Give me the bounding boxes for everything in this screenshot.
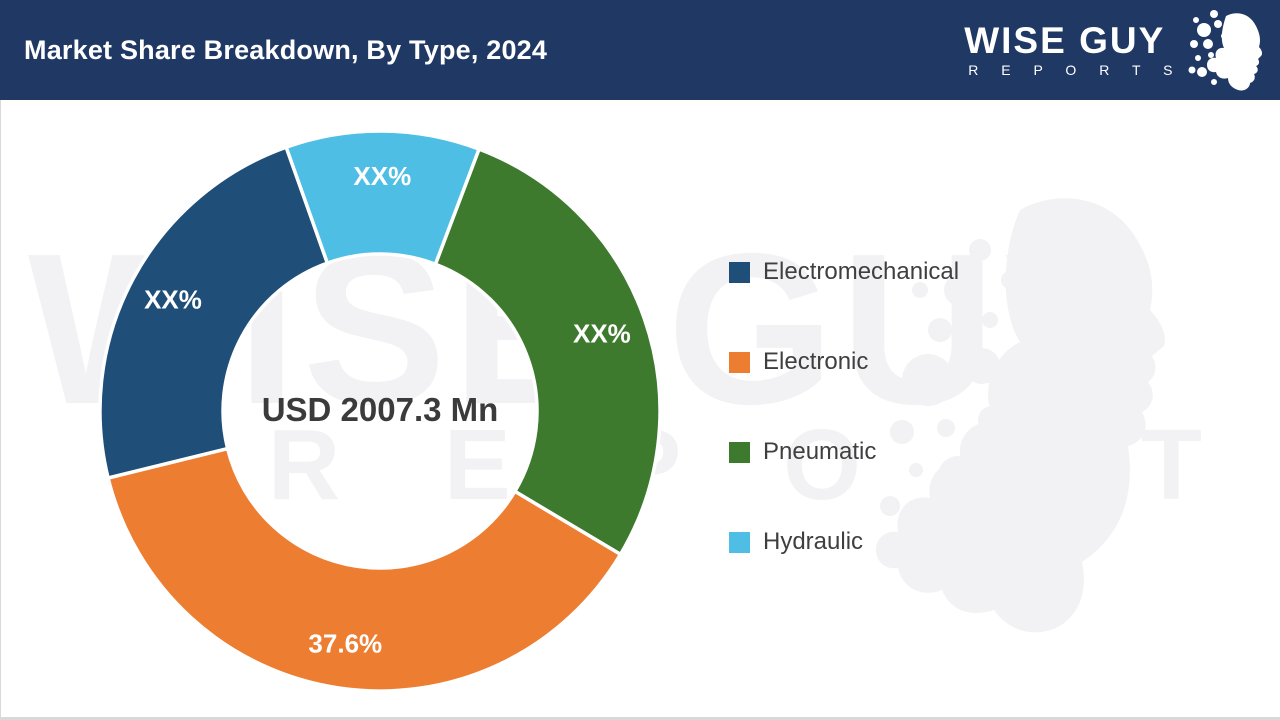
brand-logo-subtitle: R E P O R T S (968, 62, 1182, 78)
background-watermark-face (876, 198, 1166, 633)
page-title: Market Share Breakdown, By Type, 2024 (24, 34, 548, 65)
chart-center-value: USD 2007.3 Mn (262, 391, 499, 428)
slice-label-hydraulic: XX% (353, 161, 411, 191)
legend-label: Hydraulic (763, 528, 864, 555)
legend-label: Electromechanical (763, 258, 960, 285)
donut-slice-electromechanical[interactable] (98, 145, 330, 480)
slice-label-electronic: 37.6% (308, 628, 382, 658)
legend-swatch-electromechanical (729, 261, 750, 283)
brand-logo: WISE GUY R E P O R T S (964, 8, 1262, 92)
donut-slices[interactable] (98, 129, 662, 693)
legend-swatch-hydraulic (729, 531, 750, 553)
donut-slice-electronic[interactable] (106, 446, 623, 693)
header-bar: Market Share Breakdown, By Type, 2024 WI… (0, 0, 1280, 100)
legend-item-electromechanical[interactable]: Electromechanical (729, 250, 959, 294)
brand-logo-name: WISE GUY (964, 20, 1166, 61)
legend-item-pneumatic[interactable]: Pneumatic (729, 430, 959, 474)
legend-item-hydraulic[interactable]: Hydraulic (729, 520, 959, 564)
legend-label: Electronic (763, 348, 869, 375)
legend-swatch-pneumatic (729, 441, 750, 463)
chart-legend: Electromechanical Electronic Pneumatic Hydr… (729, 250, 959, 564)
legend-swatch-electronic (729, 351, 750, 373)
legend-label: Pneumatic (763, 438, 877, 465)
content-bottom-border (0, 717, 1280, 720)
slice-label-electromechanical: XX% (144, 285, 202, 315)
donut-slice-pneumatic[interactable] (433, 147, 662, 557)
content-left-border (0, 100, 1, 720)
slice-label-pneumatic: XX% (573, 319, 631, 349)
brand-logo-face-icon (1188, 10, 1262, 91)
legend-item-electronic[interactable]: Electronic (729, 340, 959, 384)
